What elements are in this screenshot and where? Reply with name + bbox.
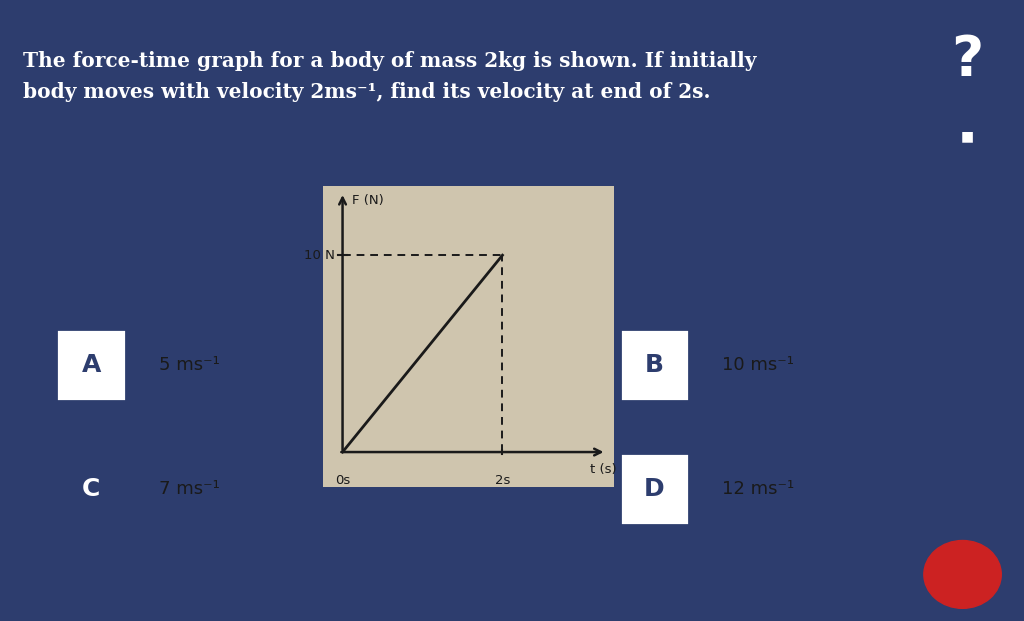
Text: D: D [644,477,665,501]
Circle shape [924,540,1001,609]
Text: 5 ms⁻¹: 5 ms⁻¹ [159,356,219,373]
Text: ■: ■ [961,130,974,143]
Text: ?: ? [951,33,984,87]
Text: C: C [82,477,100,501]
Text: 0s: 0s [335,474,350,487]
Text: 10 N: 10 N [304,248,335,261]
Text: 7 ms⁻¹: 7 ms⁻¹ [159,480,219,497]
Text: B: B [645,353,664,377]
Text: 10 ms⁻¹: 10 ms⁻¹ [722,356,794,373]
Text: t (s): t (s) [591,463,617,476]
Text: 2s: 2s [495,474,510,487]
Text: 12 ms⁻¹: 12 ms⁻¹ [722,480,795,497]
Text: F (N): F (N) [352,194,384,207]
Text: A: A [82,353,100,377]
Text: The force-time graph for a body of mass 2kg is shown. If initially
body moves wi: The force-time graph for a body of mass … [24,52,757,102]
